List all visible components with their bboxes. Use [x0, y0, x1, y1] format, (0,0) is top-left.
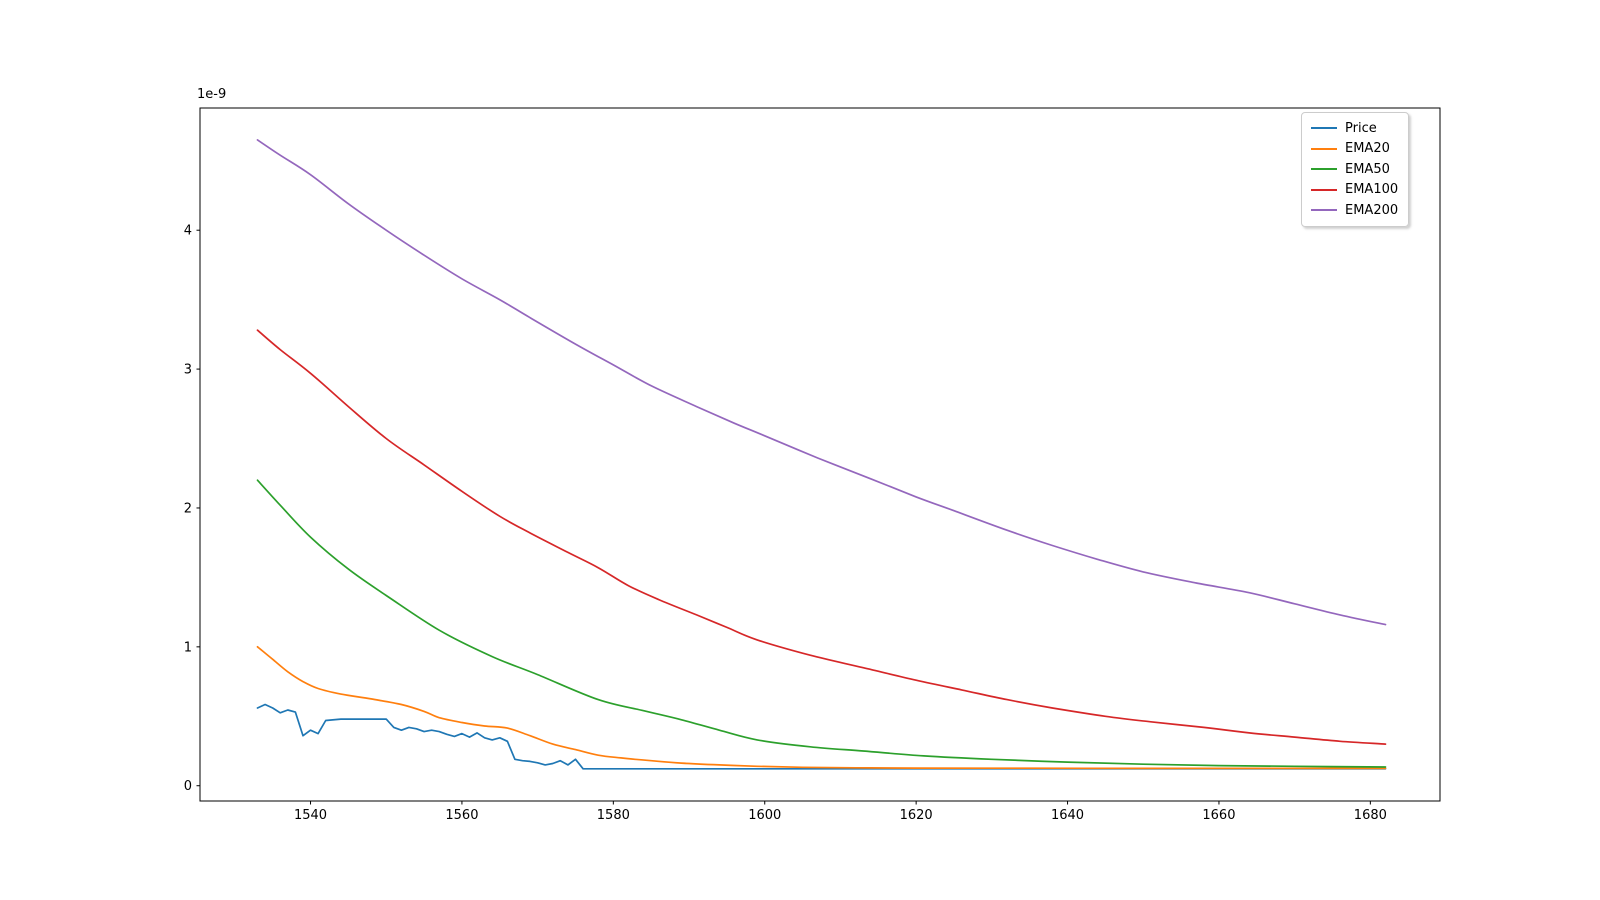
legend-swatch [1311, 209, 1337, 212]
y-axis-offset-label: 1e-9 [197, 87, 227, 102]
y-tick-label: 0 [184, 779, 192, 794]
x-tick-label: 1580 [597, 808, 630, 823]
legend-swatch [1311, 127, 1337, 130]
legend-item-ema20: EMA20 [1311, 139, 1400, 160]
series-line-ema100 [256, 329, 1387, 745]
x-tick-label: 1660 [1202, 808, 1235, 823]
y-tick-label: 3 [184, 363, 192, 378]
legend-swatch [1311, 147, 1337, 150]
legend-label: EMA20 [1345, 141, 1390, 157]
legend-label: EMA200 [1345, 202, 1399, 218]
x-tick-label: 1620 [900, 808, 933, 823]
legend-label: Price [1345, 120, 1377, 136]
y-tick-label: 4 [184, 224, 192, 239]
legend-item-price: Price [1311, 118, 1400, 139]
y-tick-label: 1 [184, 640, 192, 655]
legend-swatch [1311, 168, 1337, 171]
x-tick-label: 1540 [294, 808, 327, 823]
y-tick-label: 2 [184, 501, 192, 516]
x-tick-label: 1600 [748, 808, 781, 823]
plot-area [199, 107, 1441, 802]
x-tick-label: 1640 [1051, 808, 1084, 823]
series-line-ema20 [256, 645, 1387, 770]
legend-item-ema200: EMA200 [1311, 200, 1400, 221]
series-line-price [256, 703, 1387, 770]
x-tick-label: 1560 [445, 808, 478, 823]
series-line-ema200 [256, 139, 1387, 626]
legend-item-ema50: EMA50 [1311, 159, 1400, 180]
x-tick-label: 1680 [1354, 808, 1387, 823]
legend: Price EMA20 EMA50 EMA100 EMA200 [1301, 112, 1409, 227]
legend-swatch [1311, 188, 1337, 191]
series-line-ema50 [256, 479, 1387, 768]
legend-label: EMA50 [1345, 161, 1390, 177]
legend-label: EMA100 [1345, 182, 1399, 198]
legend-item-ema100: EMA100 [1311, 180, 1400, 201]
